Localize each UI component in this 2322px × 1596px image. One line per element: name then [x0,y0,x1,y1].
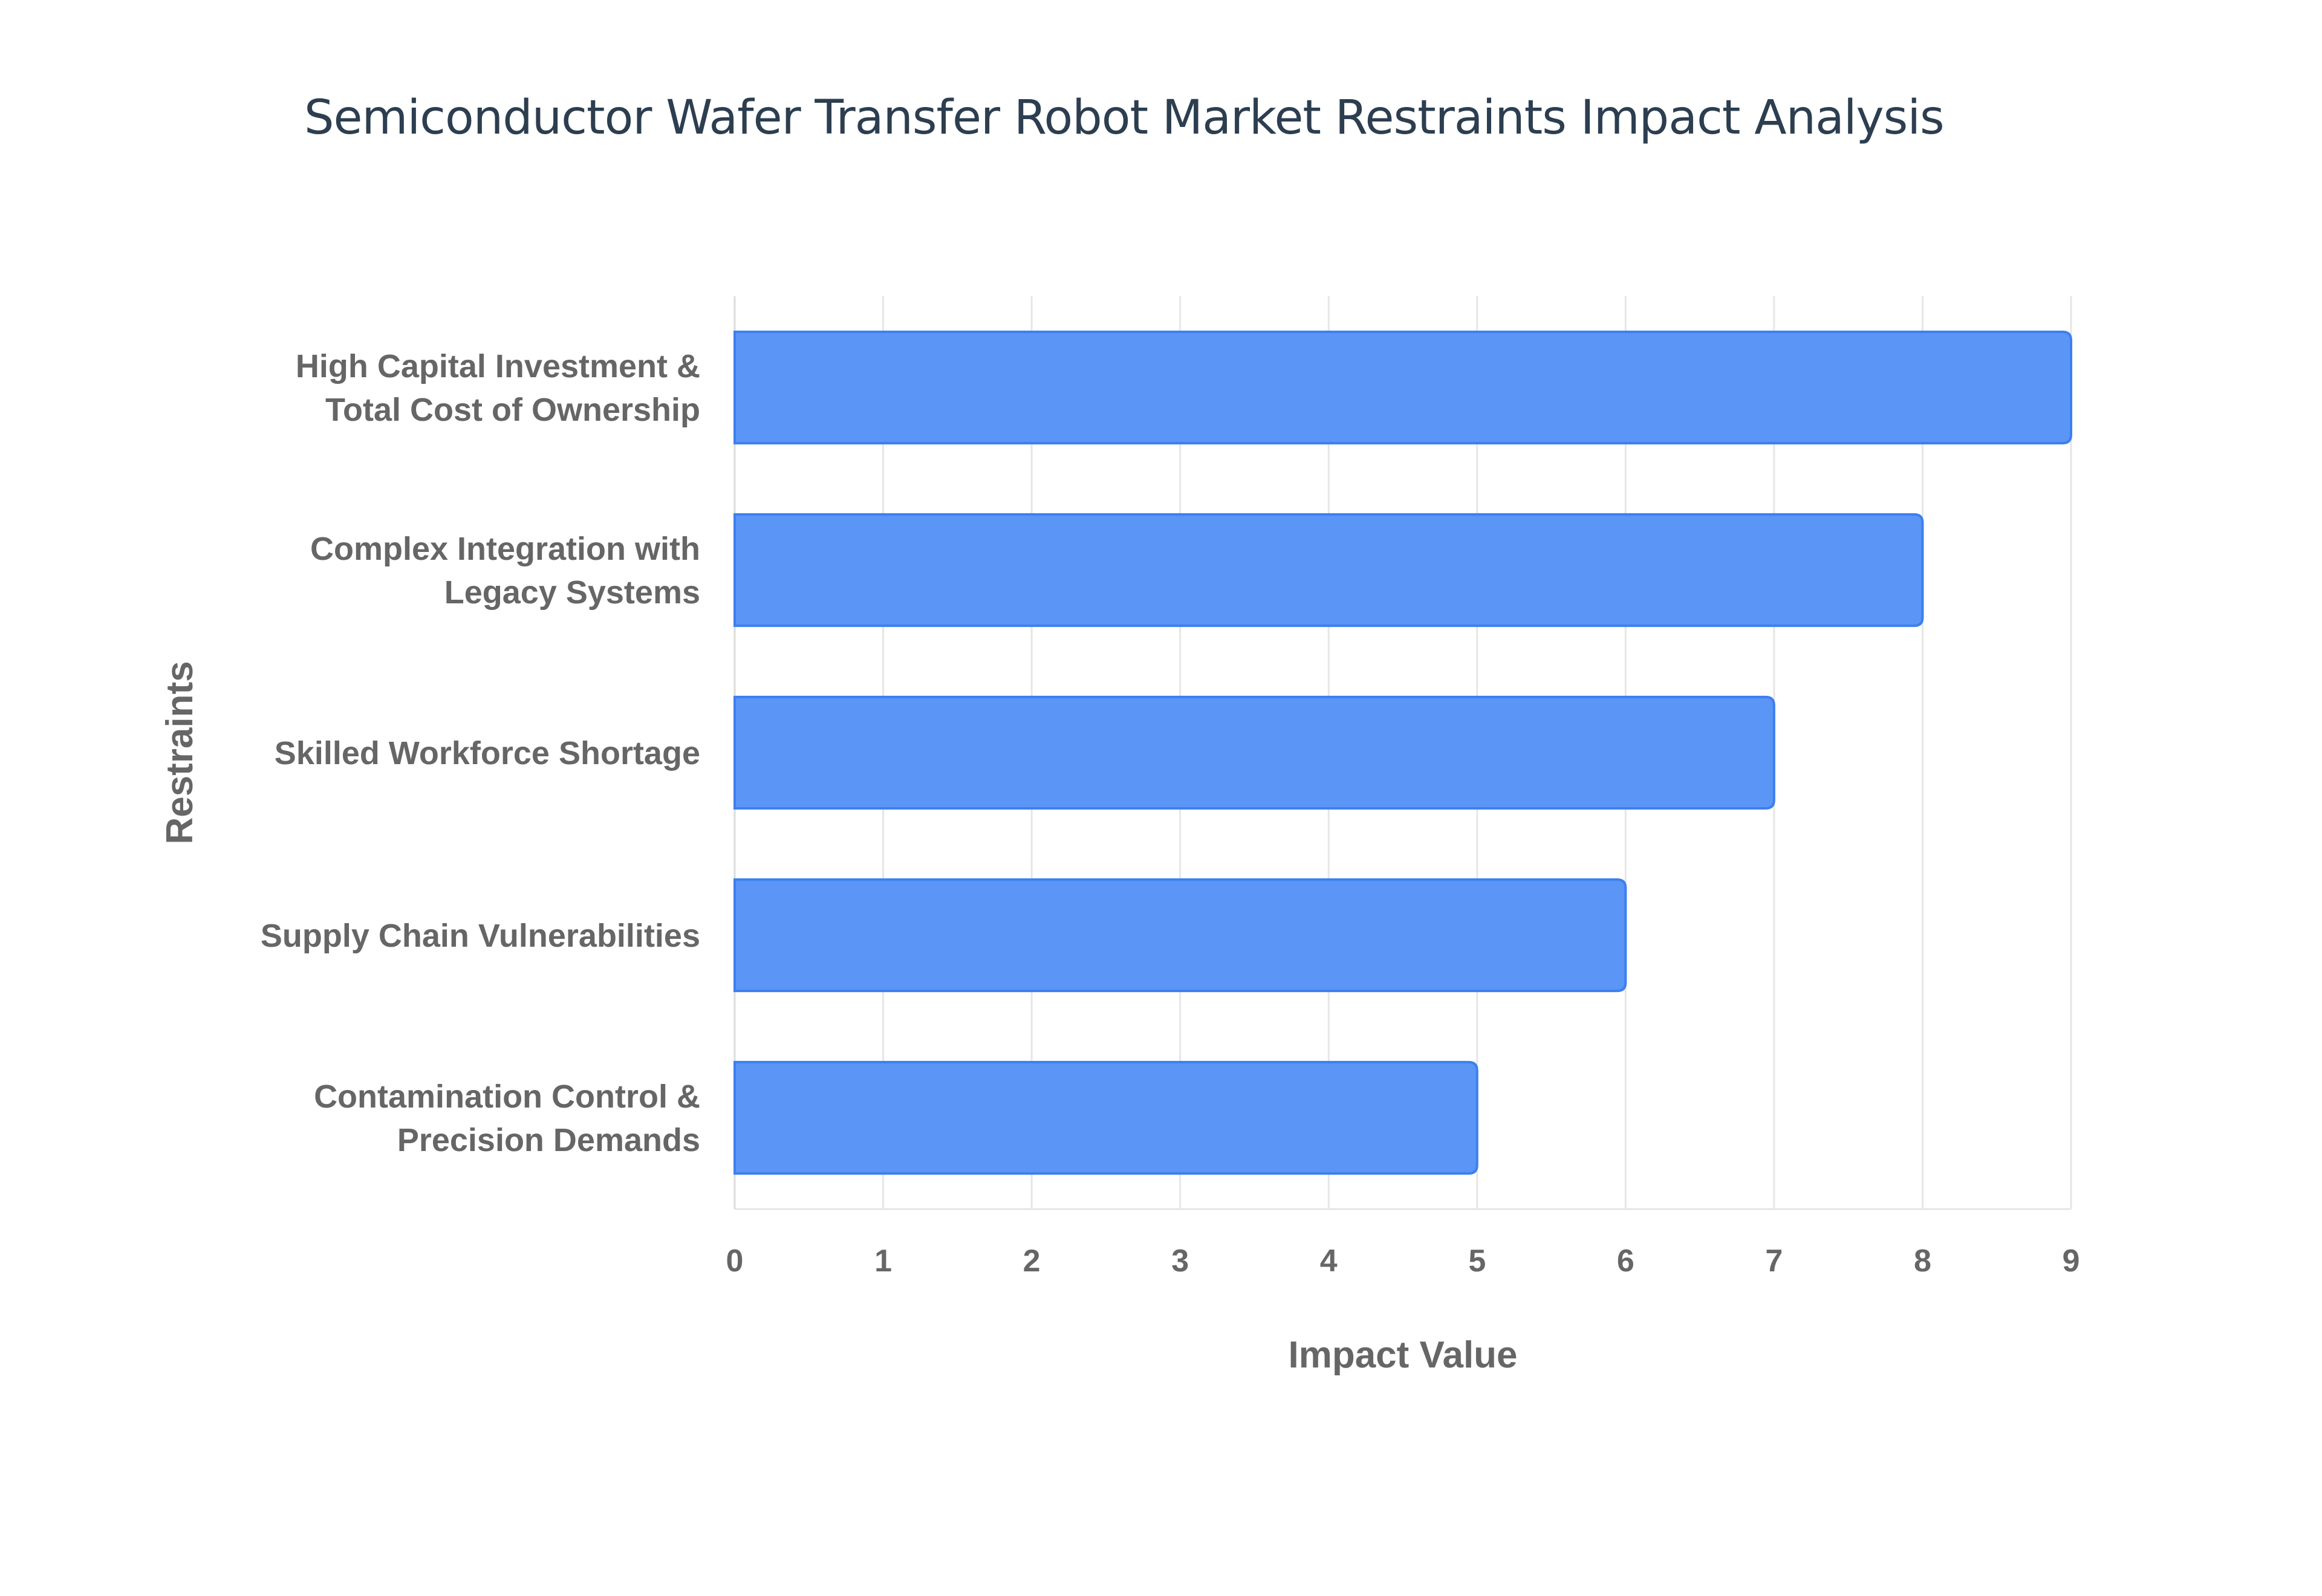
y-category-label-line: Complex Integration with [310,531,700,567]
x-axis: 0 1 2 3 4 5 6 7 8 9 [726,1244,2080,1279]
x-tick-label: 1 [874,1244,892,1279]
y-axis-title: Restraints [159,661,201,844]
y-category-label: Skilled Workforce Shortage [275,735,700,771]
bar [733,1060,1478,1175]
y-category-label: High Capital Investment & Total Cost of O… [296,348,700,428]
y-category-label-line: Skilled Workforce Shortage [275,735,700,771]
y-category-label-line: Contamination Control & [314,1079,700,1115]
bar [733,878,1627,993]
chart-title: Semiconductor Wafer Transfer Robot Marke… [304,91,1945,145]
x-axis-title: Impact Value [1288,1334,1517,1376]
y-category-label-line: Precision Demands [397,1122,700,1158]
x-tick-label: 4 [1320,1244,1338,1279]
y-category-label: Contamination Control & Precision Demands [314,1079,700,1158]
x-tick-label: 3 [1171,1244,1189,1279]
x-tick-label: 7 [1765,1244,1783,1279]
x-tick-label: 9 [2063,1244,2080,1279]
x-tick-label: 0 [726,1244,744,1279]
y-category-label: Complex Integration with Legacy Systems [310,531,700,611]
y-category-label: Supply Chain Vulnerabilities [261,918,700,954]
category-labels: High Capital Investment & Total Cost of O… [261,348,700,1158]
x-tick-label: 5 [1468,1244,1486,1279]
x-tick-label: 6 [1617,1244,1634,1279]
y-category-label-line: Total Cost of Ownership [325,392,700,428]
x-tick-label: 2 [1023,1244,1041,1279]
y-category-label-line: Supply Chain Vulnerabilities [261,918,700,954]
bar [733,513,1924,628]
bars [733,330,2072,1175]
y-category-label-line: High Capital Investment & [296,348,700,384]
bar [733,695,1775,810]
x-tick-label: 8 [1914,1244,1931,1279]
bar [733,330,2072,445]
y-category-label-line: Legacy Systems [444,574,700,611]
